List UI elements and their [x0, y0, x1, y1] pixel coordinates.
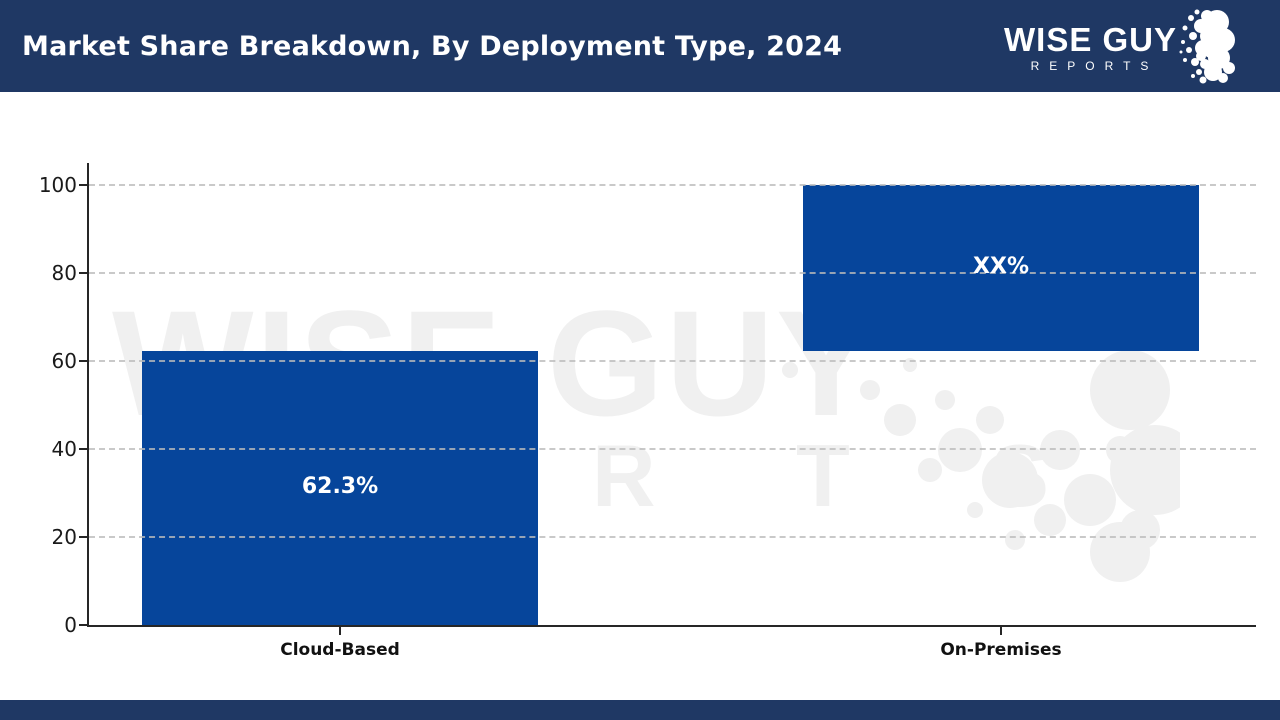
x-axis-category-label: Cloud-Based — [280, 640, 400, 660]
bar-on-premises — [803, 185, 1199, 351]
bar-cloud-based — [142, 350, 538, 625]
watermark-head-dots-icon — [782, 350, 1180, 582]
logo-wordmark: WISE GUY — [1004, 21, 1178, 58]
wise-guy-reports-logo: WISE GUY REPORTS — [1004, 4, 1272, 88]
y-axis-line — [87, 163, 89, 627]
y-axis-tick-label: 0 — [64, 613, 77, 637]
logo-text: WISE GUY REPORTS — [1004, 23, 1177, 73]
header-bar: Market Share Breakdown, By Deployment Ty… — [0, 0, 1280, 92]
gridline — [89, 360, 1256, 362]
x-axis-category-label: On-Premises — [940, 640, 1062, 660]
logo-head-icon — [1179, 9, 1236, 84]
y-axis-tick — [79, 536, 88, 538]
y-axis-tick-label: 40 — [51, 437, 77, 461]
y-axis-tick — [79, 184, 88, 186]
page-title: Market Share Breakdown, By Deployment Ty… — [22, 30, 843, 62]
y-axis-tick — [79, 272, 88, 274]
y-axis-tick — [79, 624, 88, 626]
bar-value-label: XX% — [973, 253, 1029, 279]
y-axis-tick — [79, 448, 88, 450]
gridline — [89, 448, 1256, 450]
x-axis-line — [87, 625, 1256, 627]
x-axis-tick — [339, 627, 341, 635]
y-axis-tick-label: 60 — [51, 349, 77, 373]
bar-value-label: 62.3% — [301, 473, 379, 499]
gridline — [89, 536, 1256, 538]
gridline — [89, 184, 1256, 186]
gridline — [89, 272, 1256, 274]
y-axis-tick-label: 20 — [51, 525, 77, 549]
logo-subtitle: REPORTS — [1030, 59, 1159, 73]
y-axis-tick-label: 100 — [38, 173, 77, 197]
footer-bar — [0, 700, 1280, 720]
y-axis-tick — [79, 360, 88, 362]
y-axis-tick-label: 80 — [51, 261, 77, 285]
x-axis-tick — [1000, 627, 1002, 635]
